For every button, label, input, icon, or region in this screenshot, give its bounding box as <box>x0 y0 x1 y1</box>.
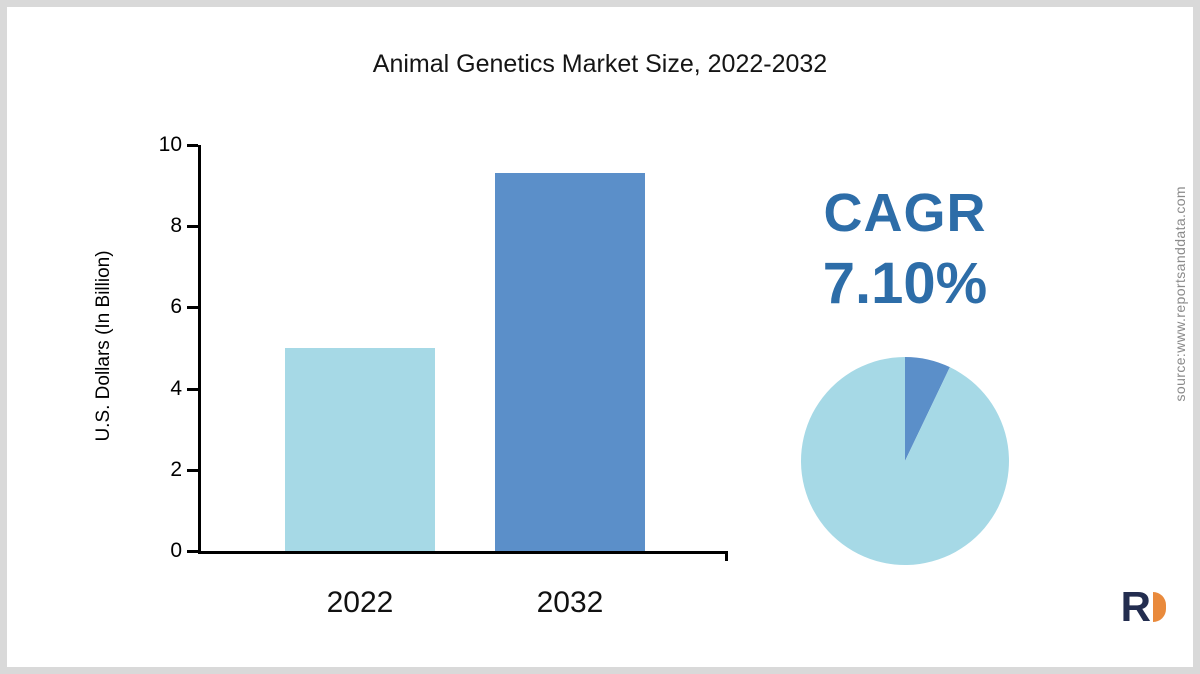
logo-letter-r: R <box>1120 583 1151 630</box>
y-tick-label: 6 <box>170 295 182 319</box>
source-attribution: source:www.reportsanddata.com <box>1172 186 1188 402</box>
x-tick-label: 2022 <box>326 586 394 619</box>
y-tick-label: 2 <box>170 457 182 481</box>
y-tick-label: 8 <box>170 214 182 238</box>
pie-slice-cagr-7.10-percent <box>905 357 950 461</box>
y-tick <box>187 144 198 147</box>
pie-chart <box>800 357 1009 565</box>
chart-title: Animal Genetics Market Size, 2022-2032 <box>372 50 828 78</box>
y-tick <box>187 468 198 472</box>
bar-2022 <box>285 348 435 551</box>
pie-slice-remainder <box>800 357 1009 565</box>
x-axis-end-tick <box>725 551 728 561</box>
x-tick-label: 2032 <box>536 586 604 619</box>
cagr-value: 7.10% <box>822 251 988 316</box>
y-axis <box>198 145 201 554</box>
y-tick <box>187 225 198 229</box>
cagr-label: CAGR <box>823 183 987 243</box>
reportsanddata-logo: R <box>1121 586 1166 628</box>
logo-d-shape <box>1153 592 1166 622</box>
cagr-callout: CAGR 7.10% <box>770 182 1040 317</box>
y-tick-label: 0 <box>170 539 182 562</box>
x-axis <box>198 551 728 554</box>
y-tick-label: 4 <box>170 376 182 400</box>
y-tick <box>187 306 198 310</box>
bar-2032 <box>495 173 645 551</box>
y-tick-label: 10 <box>158 133 182 156</box>
y-tick <box>187 387 198 391</box>
y-tick <box>187 550 198 553</box>
